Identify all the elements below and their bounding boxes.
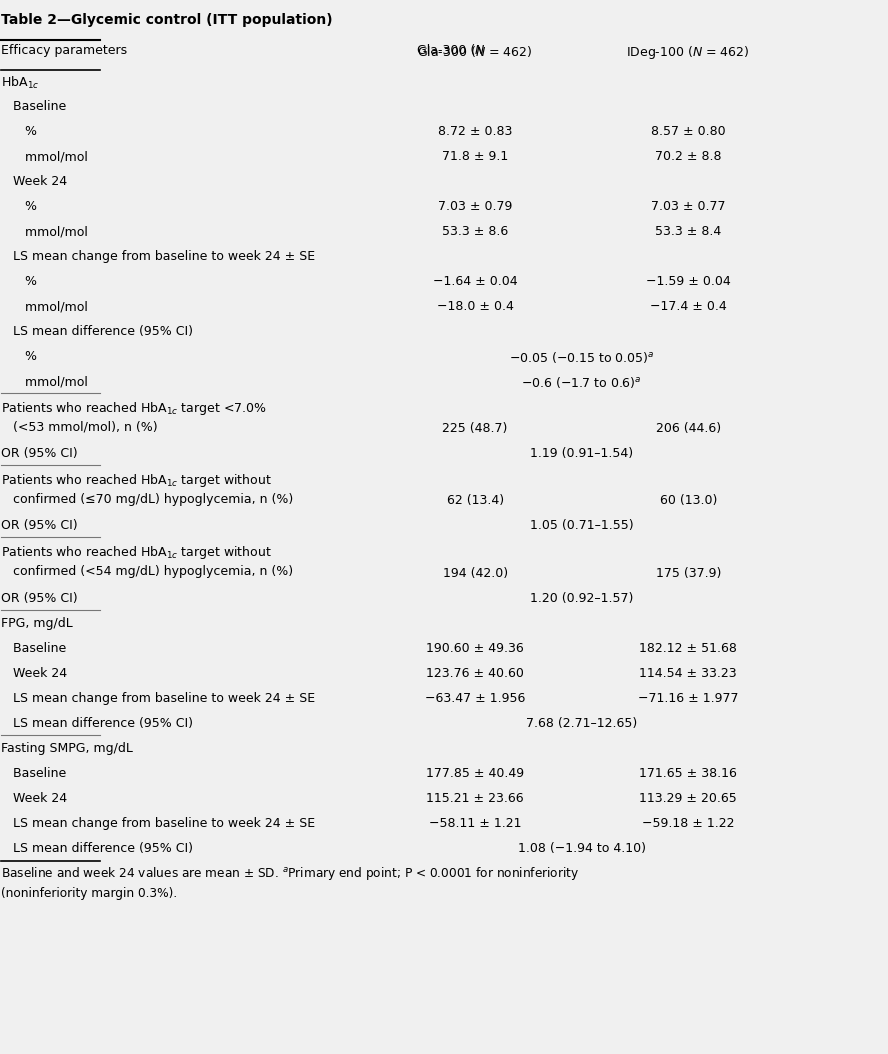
Text: 7.03 ± 0.77: 7.03 ± 0.77 bbox=[651, 200, 725, 213]
Text: %: % bbox=[1, 350, 37, 363]
Text: OR (95% CI): OR (95% CI) bbox=[1, 591, 78, 605]
Text: 182.12 ± 51.68: 182.12 ± 51.68 bbox=[639, 642, 737, 655]
Text: Gla-300 (: Gla-300 ( bbox=[416, 44, 475, 57]
Text: Gla-300 ($N$ = 462): Gla-300 ($N$ = 462) bbox=[417, 44, 533, 59]
Text: Fasting SMPG, mg/dL: Fasting SMPG, mg/dL bbox=[1, 742, 133, 755]
Text: 123.76 ± 40.60: 123.76 ± 40.60 bbox=[426, 667, 524, 680]
Text: %: % bbox=[1, 200, 37, 213]
Text: Baseline: Baseline bbox=[1, 100, 67, 113]
Text: 60 (13.0): 60 (13.0) bbox=[660, 494, 717, 507]
Text: 53.3 ± 8.6: 53.3 ± 8.6 bbox=[442, 225, 508, 238]
Text: 62 (13.4): 62 (13.4) bbox=[447, 494, 503, 507]
Text: 194 (42.0): 194 (42.0) bbox=[442, 567, 508, 580]
Text: 70.2 ± 8.8: 70.2 ± 8.8 bbox=[655, 150, 721, 163]
Text: 1.19 (0.91–1.54): 1.19 (0.91–1.54) bbox=[530, 447, 633, 461]
Text: HbA$_{1c}$: HbA$_{1c}$ bbox=[1, 75, 40, 91]
Text: −0.05 (−0.15 to 0.05)$^{a}$: −0.05 (−0.15 to 0.05)$^{a}$ bbox=[509, 350, 654, 365]
Text: 225 (48.7): 225 (48.7) bbox=[442, 423, 508, 435]
Text: −18.0 ± 0.4: −18.0 ± 0.4 bbox=[437, 300, 513, 313]
Text: LS mean change from baseline to week 24 ± SE: LS mean change from baseline to week 24 … bbox=[1, 817, 315, 829]
Text: −71.16 ± 1.977: −71.16 ± 1.977 bbox=[638, 691, 739, 705]
Text: Week 24: Week 24 bbox=[1, 667, 67, 680]
Text: −59.18 ± 1.22: −59.18 ± 1.22 bbox=[642, 817, 734, 829]
Text: 1.08 (−1.94 to 4.10): 1.08 (−1.94 to 4.10) bbox=[518, 842, 646, 855]
Text: IDeg-100 ($N$ = 462): IDeg-100 ($N$ = 462) bbox=[626, 44, 750, 61]
Text: 1.05 (0.71–1.55): 1.05 (0.71–1.55) bbox=[530, 520, 633, 532]
Text: 115.21 ± 23.66: 115.21 ± 23.66 bbox=[426, 792, 524, 804]
Text: 7.68 (2.71–12.65): 7.68 (2.71–12.65) bbox=[526, 717, 638, 729]
Text: OR (95% CI): OR (95% CI) bbox=[1, 520, 78, 532]
Text: LS mean difference (95% CI): LS mean difference (95% CI) bbox=[1, 842, 194, 855]
Text: mmol/mol: mmol/mol bbox=[1, 300, 88, 313]
Text: 177.85 ± 40.49: 177.85 ± 40.49 bbox=[426, 766, 524, 780]
Text: FPG, mg/dL: FPG, mg/dL bbox=[1, 617, 73, 629]
Text: −63.47 ± 1.956: −63.47 ± 1.956 bbox=[424, 691, 526, 705]
Text: Baseline: Baseline bbox=[1, 766, 67, 780]
Text: (noninferiority margin 0.3%).: (noninferiority margin 0.3%). bbox=[1, 887, 178, 900]
Text: Week 24: Week 24 bbox=[1, 792, 67, 804]
Text: 53.3 ± 8.4: 53.3 ± 8.4 bbox=[655, 225, 721, 238]
Text: −58.11 ± 1.21: −58.11 ± 1.21 bbox=[429, 817, 521, 829]
Text: 7.03 ± 0.79: 7.03 ± 0.79 bbox=[438, 200, 512, 213]
Text: Week 24: Week 24 bbox=[1, 175, 67, 188]
Text: %: % bbox=[1, 125, 37, 138]
Text: 175 (37.9): 175 (37.9) bbox=[655, 567, 721, 580]
Text: OR (95% CI): OR (95% CI) bbox=[1, 447, 78, 461]
Text: 171.65 ± 38.16: 171.65 ± 38.16 bbox=[639, 766, 737, 780]
Text: 8.57 ± 0.80: 8.57 ± 0.80 bbox=[651, 125, 725, 138]
Text: Patients who reached HbA$_{1c}$ target without
   confirmed (<54 mg/dL) hypoglyc: Patients who reached HbA$_{1c}$ target w… bbox=[1, 545, 293, 578]
Text: 114.54 ± 33.23: 114.54 ± 33.23 bbox=[639, 667, 737, 680]
Text: Baseline and week 24 values are mean ± SD. $^{a}$Primary end point; P < 0.0001 f: Baseline and week 24 values are mean ± S… bbox=[1, 864, 580, 881]
Text: 190.60 ± 49.36: 190.60 ± 49.36 bbox=[426, 642, 524, 655]
Text: −1.59 ± 0.04: −1.59 ± 0.04 bbox=[646, 275, 731, 288]
Text: −0.6 (−1.7 to 0.6)$^{a}$: −0.6 (−1.7 to 0.6)$^{a}$ bbox=[521, 375, 642, 390]
Text: 71.8 ± 9.1: 71.8 ± 9.1 bbox=[442, 150, 508, 163]
Text: mmol/mol: mmol/mol bbox=[1, 150, 88, 163]
Text: N: N bbox=[475, 44, 485, 57]
Text: mmol/mol: mmol/mol bbox=[1, 375, 88, 388]
Text: LS mean difference (95% CI): LS mean difference (95% CI) bbox=[1, 717, 194, 729]
Text: Efficacy parameters: Efficacy parameters bbox=[1, 44, 127, 57]
Text: Patients who reached HbA$_{1c}$ target without
   confirmed (≤70 mg/dL) hypoglyc: Patients who reached HbA$_{1c}$ target w… bbox=[1, 472, 294, 506]
Text: 1.20 (0.92–1.57): 1.20 (0.92–1.57) bbox=[530, 591, 633, 605]
Text: 8.72 ± 0.83: 8.72 ± 0.83 bbox=[438, 125, 512, 138]
Text: mmol/mol: mmol/mol bbox=[1, 225, 88, 238]
Text: Baseline: Baseline bbox=[1, 642, 67, 655]
Text: 113.29 ± 20.65: 113.29 ± 20.65 bbox=[639, 792, 737, 804]
Text: LS mean difference (95% CI): LS mean difference (95% CI) bbox=[1, 325, 194, 338]
Text: Table 2—Glycemic control (ITT population): Table 2—Glycemic control (ITT population… bbox=[1, 13, 333, 27]
Text: LS mean change from baseline to week 24 ± SE: LS mean change from baseline to week 24 … bbox=[1, 691, 315, 705]
Text: −1.64 ± 0.04: −1.64 ± 0.04 bbox=[432, 275, 518, 288]
Text: 206 (44.6): 206 (44.6) bbox=[655, 423, 721, 435]
Text: %: % bbox=[1, 275, 37, 288]
Text: Patients who reached HbA$_{1c}$ target <7.0%
   (<53 mmol/mol), n (%): Patients who reached HbA$_{1c}$ target <… bbox=[1, 401, 267, 433]
Text: LS mean change from baseline to week 24 ± SE: LS mean change from baseline to week 24 … bbox=[1, 250, 315, 264]
Text: −17.4 ± 0.4: −17.4 ± 0.4 bbox=[650, 300, 726, 313]
